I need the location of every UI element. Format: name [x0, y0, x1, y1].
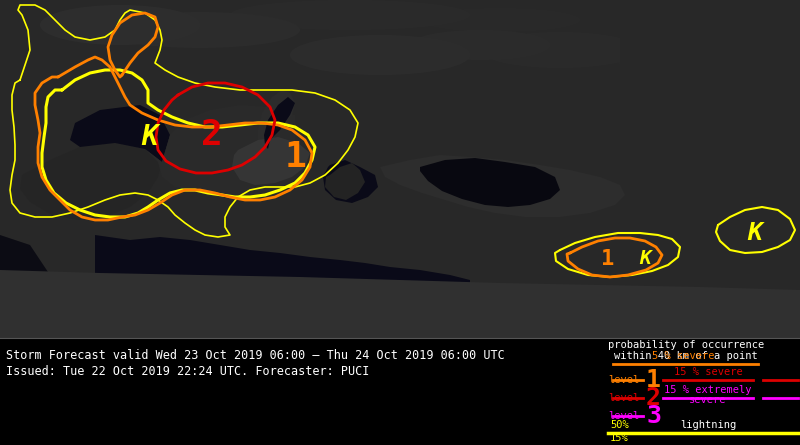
Polygon shape — [95, 235, 470, 338]
Text: K: K — [639, 250, 651, 268]
Polygon shape — [0, 235, 60, 338]
Text: Storm Forecast valid Wed 23 Oct 2019 06:00 – Thu 24 Oct 2019 06:00 UTC: Storm Forecast valid Wed 23 Oct 2019 06:… — [6, 349, 505, 362]
Ellipse shape — [680, 60, 800, 90]
Text: K: K — [747, 221, 762, 245]
Polygon shape — [295, 100, 395, 177]
Ellipse shape — [40, 5, 200, 45]
Polygon shape — [258, 90, 295, 153]
Text: 15%: 15% — [610, 433, 629, 443]
Text: level: level — [608, 411, 639, 421]
Ellipse shape — [590, 0, 710, 20]
Bar — [0, 338, 800, 445]
Ellipse shape — [100, 12, 300, 48]
Ellipse shape — [420, 8, 580, 32]
Text: 2: 2 — [201, 118, 223, 152]
Text: 1: 1 — [284, 140, 306, 174]
Bar — [0, 0, 800, 338]
Ellipse shape — [480, 32, 640, 68]
Polygon shape — [70, 105, 170, 162]
Text: 5 % severe: 5 % severe — [652, 351, 714, 361]
Text: 15 % extremely: 15 % extremely — [664, 385, 752, 395]
Polygon shape — [325, 163, 365, 200]
Polygon shape — [0, 270, 800, 338]
Text: severe: severe — [690, 395, 726, 405]
Polygon shape — [264, 97, 295, 149]
Text: probability of occurrence: probability of occurrence — [608, 340, 764, 350]
Ellipse shape — [610, 35, 790, 75]
Polygon shape — [232, 137, 310, 185]
Polygon shape — [0, 0, 800, 338]
Polygon shape — [145, 105, 325, 197]
Text: level: level — [608, 393, 639, 403]
Ellipse shape — [410, 30, 550, 60]
Ellipse shape — [290, 35, 470, 75]
Text: 2: 2 — [646, 386, 661, 410]
Polygon shape — [420, 158, 560, 207]
Polygon shape — [380, 155, 625, 217]
Text: within 40 km of a point: within 40 km of a point — [614, 351, 758, 361]
Text: 1: 1 — [646, 368, 661, 392]
Polygon shape — [620, 0, 800, 190]
Text: K: K — [142, 123, 158, 151]
Text: lightning: lightning — [680, 420, 736, 430]
Polygon shape — [20, 143, 162, 220]
Ellipse shape — [230, 0, 470, 30]
Text: 3: 3 — [646, 404, 661, 428]
Text: 15 % severe: 15 % severe — [674, 367, 742, 377]
Text: Issued: Tue 22 Oct 2019 22:24 UTC. Forecaster: PUCI: Issued: Tue 22 Oct 2019 22:24 UTC. Forec… — [6, 365, 370, 378]
Text: 50%: 50% — [610, 420, 629, 430]
Text: level: level — [608, 375, 639, 385]
Polygon shape — [323, 160, 378, 203]
Text: 1: 1 — [602, 249, 614, 269]
